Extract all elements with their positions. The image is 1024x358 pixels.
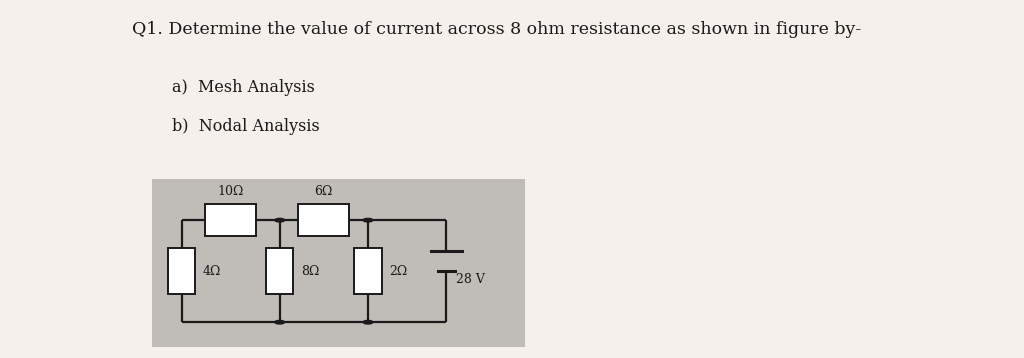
Text: 4Ω: 4Ω	[203, 265, 221, 278]
Bar	[205, 204, 256, 236]
Text: Q1. Determine the value of current across 8 ohm resistance as shown in figure by: Q1. Determine the value of current acros…	[132, 21, 862, 38]
Text: 28 V: 28 V	[457, 273, 485, 286]
Bar	[266, 248, 294, 294]
Bar	[298, 204, 349, 236]
Circle shape	[364, 320, 373, 324]
Text: 2Ω: 2Ω	[389, 265, 408, 278]
Text: b)  Nodal Analysis: b) Nodal Analysis	[172, 118, 319, 135]
Text: 10Ω: 10Ω	[217, 185, 244, 198]
Text: a)  Mesh Analysis: a) Mesh Analysis	[172, 79, 314, 96]
Text: 8Ω: 8Ω	[301, 265, 319, 278]
Bar	[168, 248, 196, 294]
Circle shape	[274, 218, 285, 222]
Circle shape	[274, 320, 285, 324]
Bar	[153, 179, 525, 347]
Bar	[354, 248, 382, 294]
Circle shape	[364, 218, 373, 222]
Text: 6Ω: 6Ω	[314, 185, 333, 198]
